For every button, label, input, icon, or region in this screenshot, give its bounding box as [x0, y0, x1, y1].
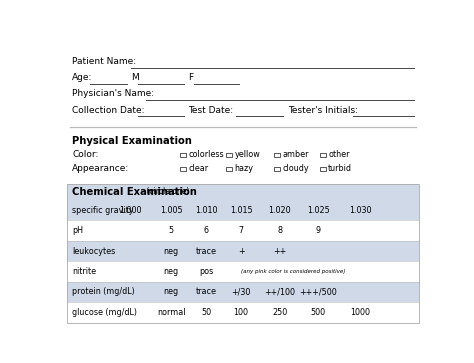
Bar [320, 153, 326, 157]
Text: Physical Examination: Physical Examination [72, 135, 192, 146]
Text: Chemical Examination: Chemical Examination [72, 187, 197, 197]
Bar [181, 153, 186, 157]
Text: 7: 7 [238, 226, 244, 235]
Text: 8: 8 [277, 226, 282, 235]
Text: 250: 250 [272, 308, 287, 317]
Text: clear: clear [189, 164, 209, 173]
Bar [66, 220, 419, 241]
Text: Collection Date:: Collection Date: [72, 106, 145, 115]
Text: Patient Name:: Patient Name: [72, 57, 136, 66]
Text: nitrite: nitrite [72, 267, 96, 276]
Text: Tester's Initials:: Tester's Initials: [288, 106, 358, 115]
Text: pos: pos [199, 267, 213, 276]
Text: neg: neg [164, 287, 179, 297]
Text: 1.025: 1.025 [307, 206, 329, 215]
Text: 5: 5 [169, 226, 174, 235]
Text: trace: trace [196, 246, 217, 256]
Text: leukocytes: leukocytes [72, 246, 115, 256]
Text: (circle one): (circle one) [144, 187, 189, 196]
Bar [181, 167, 186, 171]
Text: 9: 9 [316, 226, 321, 235]
Text: 1.015: 1.015 [230, 206, 252, 215]
Text: M: M [131, 73, 139, 82]
Text: pH: pH [72, 226, 83, 235]
Bar [66, 302, 419, 322]
Text: ++: ++ [273, 246, 286, 256]
Text: 1.000: 1.000 [119, 206, 142, 215]
Text: cloudy: cloudy [282, 164, 309, 173]
Text: +/30: +/30 [231, 287, 251, 297]
Text: 50: 50 [201, 308, 211, 317]
Bar [274, 167, 280, 171]
Text: 1.020: 1.020 [268, 206, 291, 215]
Text: normal: normal [157, 308, 185, 317]
Text: 6: 6 [204, 226, 209, 235]
Text: 1.030: 1.030 [349, 206, 372, 215]
Text: turbid: turbid [328, 164, 352, 173]
Text: +++/500: +++/500 [300, 287, 337, 297]
Text: +: + [238, 246, 245, 256]
Bar [66, 261, 419, 282]
Text: F: F [188, 73, 193, 82]
Text: yellow: yellow [235, 150, 260, 159]
Text: ++/100: ++/100 [264, 287, 295, 297]
Text: Color:: Color: [72, 150, 99, 159]
Bar [227, 167, 232, 171]
Text: 1.010: 1.010 [195, 206, 218, 215]
Bar [274, 153, 280, 157]
Text: Appearance:: Appearance: [72, 164, 129, 173]
Text: 500: 500 [310, 308, 326, 317]
Text: neg: neg [164, 267, 179, 276]
Bar [320, 167, 326, 171]
Text: trace: trace [196, 287, 217, 297]
Bar [227, 153, 232, 157]
Text: colorless: colorless [189, 150, 224, 159]
Bar [66, 282, 419, 302]
Text: Test Date:: Test Date: [189, 106, 234, 115]
Text: other: other [328, 150, 350, 159]
Text: amber: amber [282, 150, 309, 159]
Text: 1.005: 1.005 [160, 206, 182, 215]
Text: neg: neg [164, 246, 179, 256]
Bar [66, 200, 419, 220]
Text: (any pink color is considered positive): (any pink color is considered positive) [241, 269, 346, 274]
Text: glucose (mg/dL): glucose (mg/dL) [72, 308, 137, 317]
Bar [66, 241, 419, 261]
Text: protein (mg/dL): protein (mg/dL) [72, 287, 135, 297]
Text: 100: 100 [234, 308, 248, 317]
Bar [66, 184, 419, 322]
Text: 1000: 1000 [350, 308, 371, 317]
Text: hazy: hazy [235, 164, 254, 173]
Bar [66, 184, 419, 200]
Text: Physician's Name:: Physician's Name: [72, 89, 154, 98]
Text: specific gravity: specific gravity [72, 206, 134, 215]
Text: Age:: Age: [72, 73, 92, 82]
